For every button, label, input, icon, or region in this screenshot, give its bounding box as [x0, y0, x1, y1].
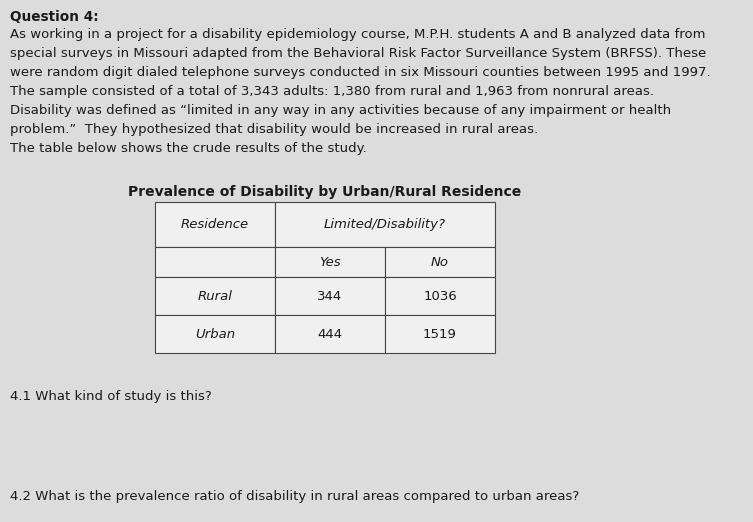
Text: 4.1 What kind of study is this?: 4.1 What kind of study is this? — [10, 390, 212, 403]
Bar — [275, 277, 385, 315]
Text: Question 4:: Question 4: — [10, 10, 99, 24]
Bar — [385, 277, 495, 315]
Bar — [155, 277, 275, 315]
Bar — [275, 247, 385, 277]
Bar — [275, 315, 385, 353]
Text: As working in a project for a disability epidemiology course, M.P.H. students A : As working in a project for a disability… — [10, 28, 706, 41]
Text: Yes: Yes — [319, 255, 341, 268]
Text: Limited/Disability?: Limited/Disability? — [324, 218, 446, 231]
Bar — [385, 315, 495, 353]
Text: 444: 444 — [318, 327, 343, 340]
Text: special surveys in Missouri adapted from the Behavioral Risk Factor Surveillance: special surveys in Missouri adapted from… — [10, 47, 706, 60]
Bar — [385, 247, 495, 277]
Text: were random digit dialed telephone surveys conducted in six Missouri counties be: were random digit dialed telephone surve… — [10, 66, 711, 79]
Text: Disability was defined as “limited in any way in any activities because of any i: Disability was defined as “limited in an… — [10, 104, 671, 117]
Bar — [275, 202, 495, 247]
Bar — [155, 202, 275, 247]
Text: The sample consisted of a total of 3,343 adults: 1,380 from rural and 1,963 from: The sample consisted of a total of 3,343… — [10, 85, 654, 98]
Text: No: No — [431, 255, 449, 268]
Text: 1519: 1519 — [423, 327, 457, 340]
Text: The table below shows the crude results of the study.: The table below shows the crude results … — [10, 142, 367, 155]
Bar — [155, 247, 275, 277]
Text: Residence: Residence — [181, 218, 249, 231]
Text: 1036: 1036 — [423, 290, 457, 303]
Text: problem.”  They hypothesized that disability would be increased in rural areas.: problem.” They hypothesized that disabil… — [10, 123, 538, 136]
Text: 4.2 What is the prevalence ratio of disability in rural areas compared to urban : 4.2 What is the prevalence ratio of disa… — [10, 490, 579, 503]
Text: 344: 344 — [317, 290, 343, 303]
Text: Urban: Urban — [195, 327, 235, 340]
Text: Prevalence of Disability by Urban/Rural Residence: Prevalence of Disability by Urban/Rural … — [128, 185, 522, 199]
Bar — [155, 315, 275, 353]
Text: Rural: Rural — [197, 290, 233, 303]
